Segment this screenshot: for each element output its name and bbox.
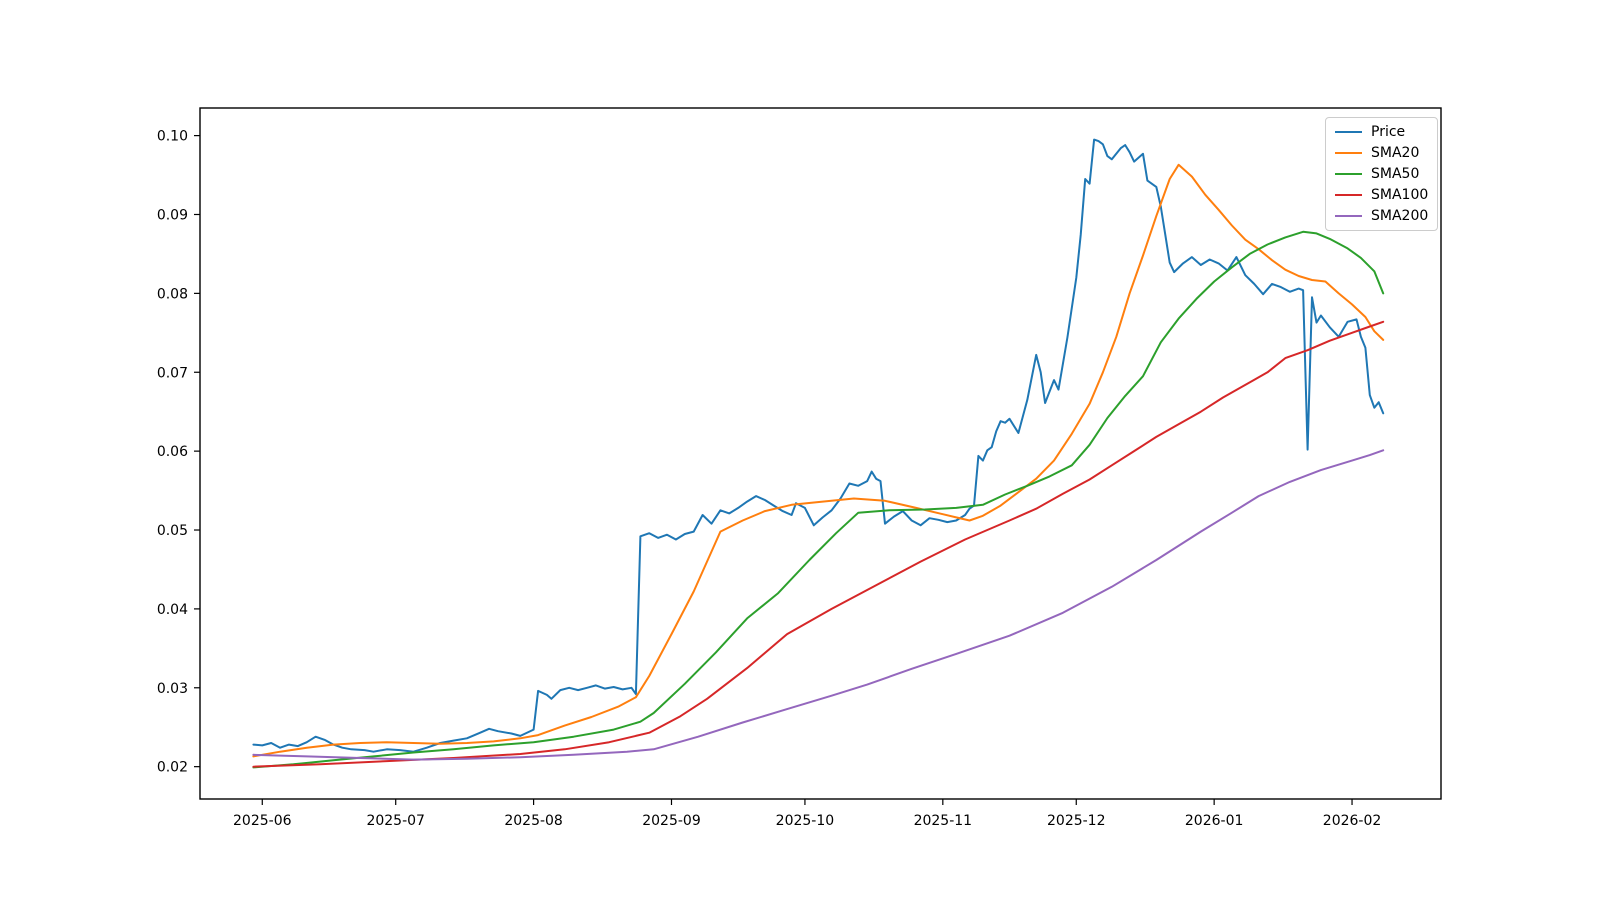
y-tick-label: 0.08	[157, 286, 188, 302]
series-line-price	[252, 138, 1385, 753]
legend-entry-sma200: SMA200	[1335, 207, 1428, 225]
x-tick-label: 2026-01	[1185, 813, 1244, 829]
legend-entry-sma100: SMA100	[1335, 186, 1428, 204]
legend-line-sample	[1335, 131, 1362, 133]
legend-line-sample	[1335, 152, 1362, 154]
x-tick-label: 2025-09	[642, 813, 701, 829]
y-tick-label: 0.02	[157, 760, 188, 776]
x-tick-label: 2025-08	[504, 813, 563, 829]
legend: Price SMA20 SMA50 SMA100 SMA200	[1325, 117, 1439, 231]
y-tick-label: 0.04	[157, 602, 188, 618]
y-tick-label: 0.10	[157, 129, 188, 145]
y-tick-label: 0.09	[157, 207, 188, 223]
legend-label: SMA50	[1371, 166, 1420, 182]
x-tick-label: 2025-10	[776, 813, 835, 829]
y-tick-label: 0.03	[157, 681, 188, 697]
legend-line-sample	[1335, 194, 1362, 196]
legend-label: SMA200	[1371, 208, 1429, 224]
x-tick-label: 2025-06	[233, 813, 292, 829]
legend-line-sample	[1335, 173, 1362, 175]
legend-label: SMA100	[1371, 187, 1429, 203]
series-line-sma20	[252, 163, 1385, 758]
axes-frame	[199, 107, 1442, 800]
y-tick-label: 0.06	[157, 444, 188, 460]
legend-entry-sma20: SMA20	[1335, 144, 1428, 162]
series-line-sma100	[252, 320, 1385, 768]
x-tick-label: 2026-02	[1323, 813, 1382, 829]
legend-label: SMA20	[1371, 145, 1420, 161]
series-line-sma50	[252, 230, 1385, 769]
x-tick-label: 2025-12	[1047, 813, 1106, 829]
y-tick-label: 0.05	[157, 523, 188, 539]
y-tick-label: 0.07	[157, 365, 188, 381]
legend-line-sample	[1335, 215, 1362, 217]
legend-label: Price	[1371, 124, 1406, 140]
series-line-sma200	[252, 449, 1385, 761]
legend-entry-price: Price	[1335, 123, 1428, 141]
x-tick-label: 2025-11	[914, 813, 973, 829]
legend-entry-sma50: SMA50	[1335, 165, 1428, 183]
x-tick-label: 2025-07	[366, 813, 425, 829]
